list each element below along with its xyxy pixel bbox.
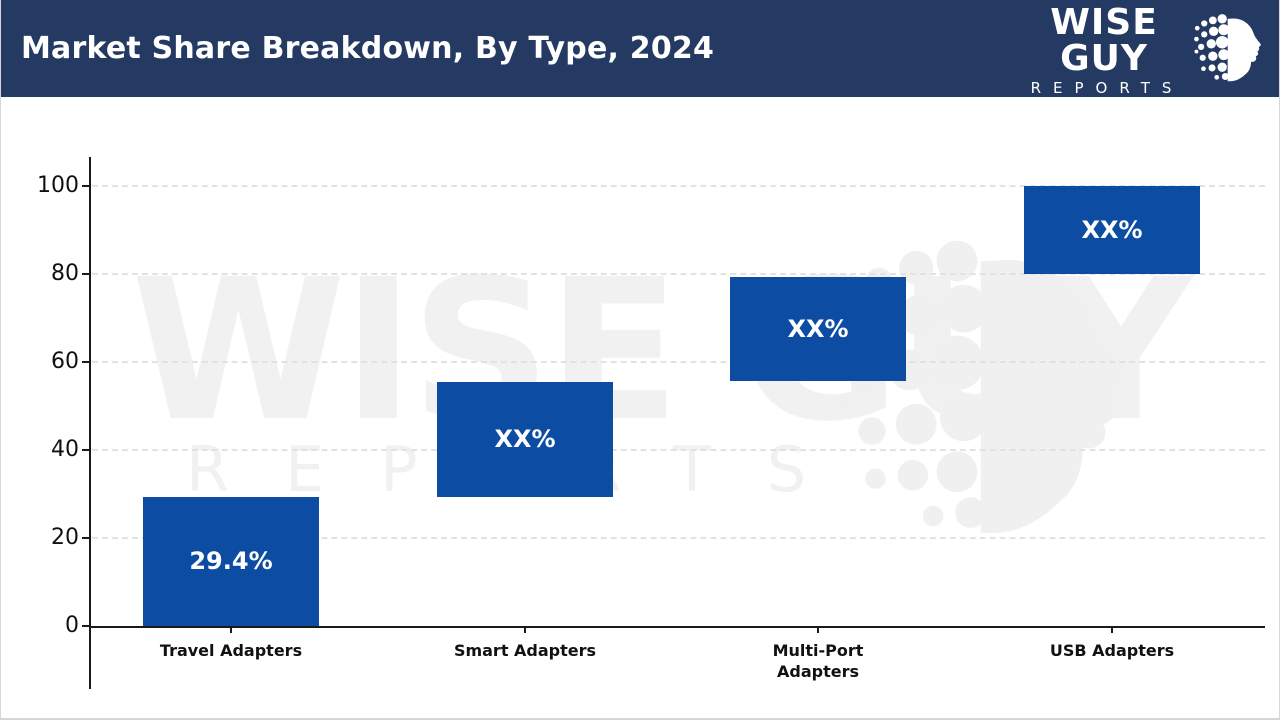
header-bar: Market Share Breakdown, By Type, 2024 WI…	[1, 0, 1279, 97]
y-tick-label: 20	[51, 525, 79, 550]
y-gridline	[92, 537, 1265, 539]
logo-text: WISE GUY REPORTS	[1019, 1, 1189, 97]
y-tick-mark	[82, 449, 89, 451]
x-tick-mark	[817, 628, 819, 633]
wise-guy-logo: WISE GUY REPORTS	[1019, 1, 1269, 97]
y-gridline	[92, 185, 1265, 187]
category-label: USB Adapters	[1049, 641, 1175, 660]
bar-value-label: 29.4%	[189, 547, 273, 576]
y-gridline	[92, 449, 1265, 451]
logo-head-profile-icon	[1194, 14, 1261, 82]
x-axis-line	[89, 626, 1265, 628]
y-tick-label: 40	[51, 437, 79, 462]
y-tick-label: 60	[51, 349, 79, 374]
y-axis-line	[89, 157, 91, 689]
chart-title: Market Share Breakdown, By Type, 2024	[21, 31, 715, 66]
y-gridline	[92, 273, 1265, 275]
y-tick-mark	[82, 537, 89, 539]
x-tick-mark	[230, 628, 232, 633]
x-tick-mark	[524, 628, 526, 633]
logo-subtitle: REPORTS	[1030, 78, 1184, 97]
category-label: Multi-Port Adapters	[772, 641, 864, 681]
y-tick-label: 0	[65, 613, 79, 638]
bar-value-label: XX%	[494, 425, 556, 454]
bar-value-label: XX%	[787, 314, 849, 343]
bar-smart-adapters: XX%	[437, 381, 613, 497]
y-tick-mark	[82, 273, 89, 275]
y-tick-label: 100	[37, 173, 79, 198]
category-label: Smart Adapters	[453, 641, 597, 660]
y-tick-mark	[82, 185, 89, 187]
y-gridline	[92, 361, 1265, 363]
y-tick-mark	[82, 625, 89, 627]
bar-multi-port-adapters: XX%	[730, 276, 906, 381]
chart-area: WISE GUY REPORTS 02040608010029.4%Travel…	[1, 97, 1279, 718]
bar-value-label: XX%	[1081, 216, 1143, 244]
x-tick-mark	[1111, 628, 1113, 633]
category-label: Travel Adapters	[159, 641, 303, 660]
bar-travel-adapters: 29.4%	[143, 496, 319, 626]
logo-wordmark: WISE GUY	[1050, 1, 1158, 79]
bar-usb-adapters: XX%	[1024, 186, 1200, 274]
y-tick-label: 80	[51, 261, 79, 286]
y-tick-mark	[82, 361, 89, 363]
